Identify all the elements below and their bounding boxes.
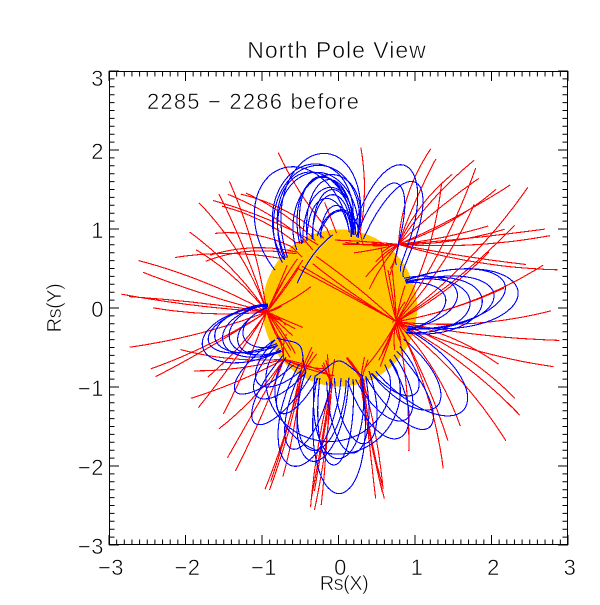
- svg-text:−2: −2: [78, 455, 104, 480]
- svg-text:3: 3: [91, 66, 104, 91]
- svg-text:Rs(Y): Rs(Y): [44, 284, 66, 333]
- svg-text:2: 2: [91, 139, 104, 164]
- svg-text:−1: −1: [251, 555, 277, 580]
- svg-text:2: 2: [487, 555, 500, 580]
- svg-text:1: 1: [91, 218, 104, 243]
- svg-text:Rs(X): Rs(X): [320, 573, 369, 595]
- svg-text:North Pole View: North Pole View: [247, 37, 427, 63]
- svg-text:−2: −2: [174, 555, 200, 580]
- svg-text:−3: −3: [98, 555, 124, 580]
- svg-text:1: 1: [411, 555, 424, 580]
- svg-text:0: 0: [334, 555, 347, 580]
- svg-text:2285 − 2286 before: 2285 − 2286 before: [147, 89, 360, 114]
- svg-text:0: 0: [91, 297, 104, 322]
- svg-text:3: 3: [564, 555, 577, 580]
- svg-text:−1: −1: [78, 376, 104, 401]
- svg-text:−3: −3: [78, 534, 104, 559]
